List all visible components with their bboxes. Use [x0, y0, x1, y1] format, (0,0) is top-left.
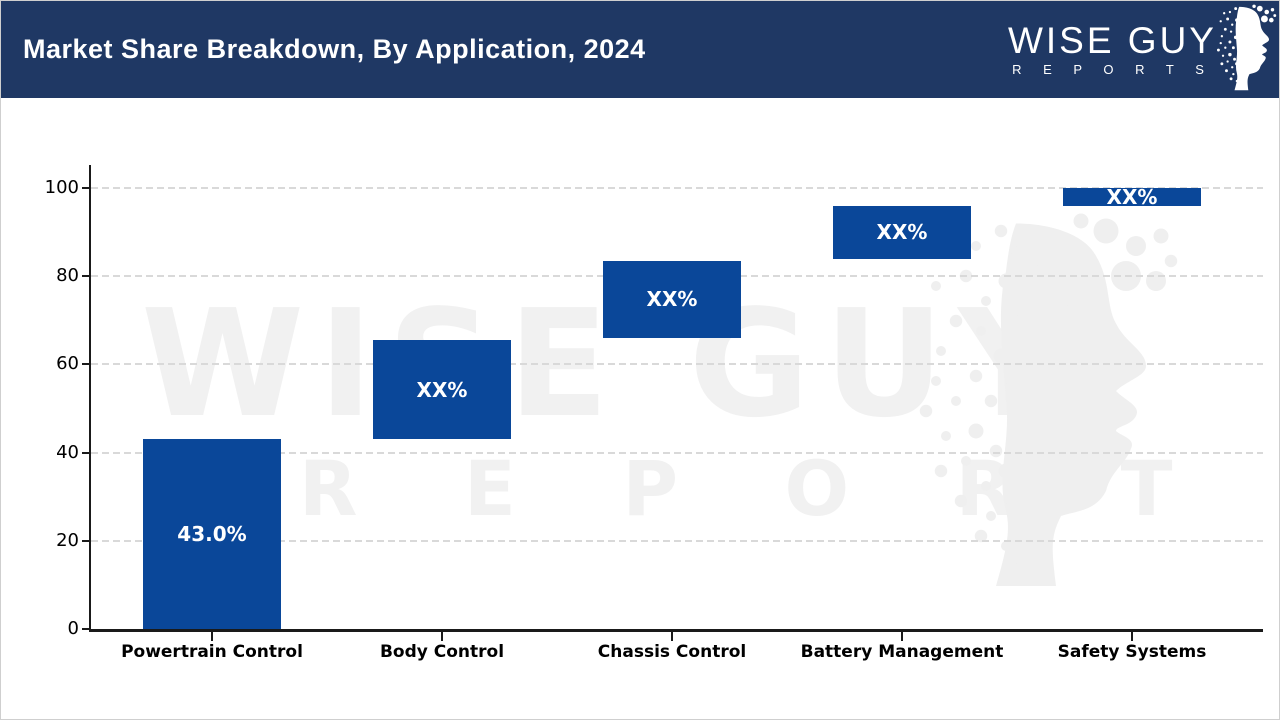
- y-tick-mark: [82, 187, 90, 189]
- x-category-label: Body Control: [379, 642, 505, 662]
- y-tick-label: 40: [56, 441, 79, 463]
- y-tick-label: 60: [56, 353, 79, 375]
- x-category-label: Safety Systems: [1057, 642, 1207, 662]
- wise-guy-logo: WISE GUY R E P O R T S: [1008, 1, 1280, 98]
- y-gridline: [91, 187, 1263, 189]
- y-gridline: [91, 363, 1263, 366]
- logo-wordmark: WISE GUY: [1007, 19, 1217, 61]
- bar-value-label: XX%: [1106, 184, 1158, 209]
- page-title: Market Share Breakdown, By Application, …: [23, 34, 646, 64]
- bar-value-label: XX%: [646, 287, 698, 312]
- watermark-head-icon: [856, 211, 1201, 611]
- x-axis-spine: [89, 629, 1263, 632]
- logo-text: WISE GUY R E P O R T S: [1007, 19, 1217, 78]
- bar-body-control: XX%: [373, 340, 511, 440]
- x-tick-mark: [671, 632, 673, 641]
- logo-subtitle: R E P O R T S: [1012, 61, 1213, 77]
- y-gridline: [91, 451, 1263, 454]
- bar-chassis-control: XX%: [603, 260, 741, 338]
- x-tick-mark: [901, 632, 903, 641]
- y-tick-label: 20: [56, 529, 79, 551]
- y-gridline: [91, 539, 1263, 542]
- bar-battery-management: XX%: [833, 205, 971, 259]
- x-tick-mark: [441, 632, 443, 641]
- y-tick-mark: [82, 539, 90, 542]
- y-tick-label: 0: [67, 618, 79, 639]
- y-tick-mark: [82, 451, 90, 454]
- y-tick-label: 80: [56, 265, 79, 287]
- y-tick-mark: [82, 628, 90, 630]
- y-tick-mark: [82, 275, 90, 278]
- x-tick-mark: [1131, 632, 1133, 641]
- bar-safety-systems: XX%: [1063, 184, 1201, 209]
- y-tick-mark: [82, 363, 90, 366]
- x-tick-mark: [211, 632, 213, 641]
- logo-head-icon: [1203, 4, 1280, 96]
- bar-value-label: XX%: [876, 220, 928, 245]
- bar-powertrain-control: 43.0%: [143, 439, 281, 629]
- bar-value-label: 43.0%: [177, 522, 247, 547]
- bar-value-label: XX%: [416, 377, 468, 402]
- x-category-label: Powertrain Control: [121, 642, 303, 662]
- y-tick-label: 100: [44, 177, 79, 198]
- header-bar: Market Share Breakdown, By Application, …: [1, 1, 1280, 98]
- x-category-label: Battery Management: [800, 642, 1004, 662]
- y-axis-spine: [89, 165, 91, 631]
- x-category-label: Chassis Control: [597, 642, 747, 662]
